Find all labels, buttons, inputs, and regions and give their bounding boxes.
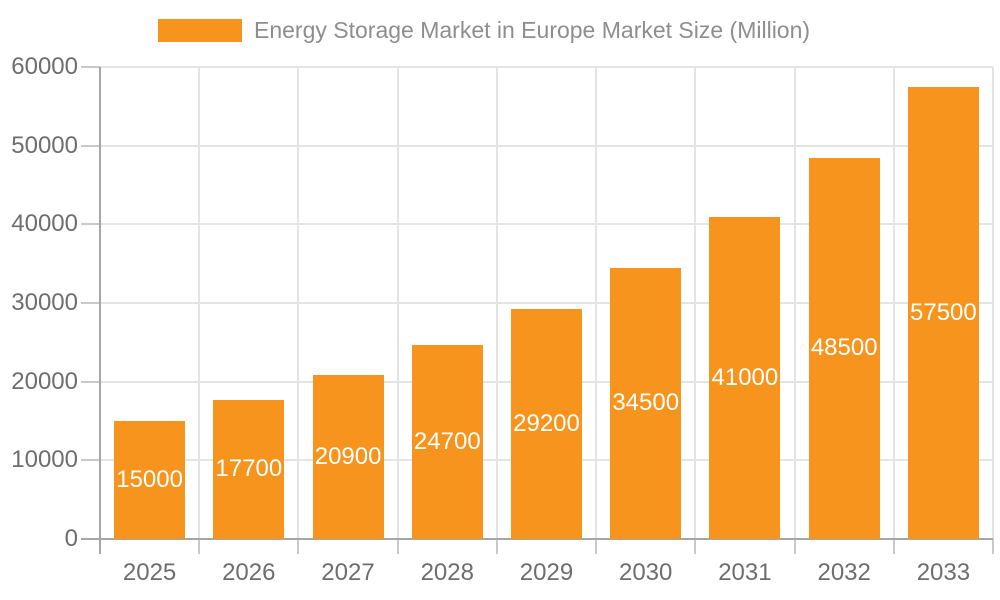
bar-value-label: 24700	[413, 427, 481, 455]
y-tick-label: 60000	[11, 53, 78, 80]
v-gridline	[595, 67, 598, 539]
y-tick-label: 40000	[11, 210, 78, 238]
x-tick-label: 2032	[817, 559, 871, 586]
v-gridline	[892, 67, 895, 539]
x-tick-label: 2025	[122, 559, 177, 586]
v-gridline	[992, 67, 994, 539]
y-tick-mark	[81, 223, 100, 226]
x-tick-mark	[595, 539, 598, 554]
x-tick-mark	[297, 539, 300, 554]
h-gridline	[100, 223, 993, 226]
x-tick-label: 2033	[916, 559, 971, 586]
y-tick-mark	[81, 459, 100, 462]
bar: 41000	[709, 216, 781, 539]
bar-value-label: 20900	[314, 442, 382, 470]
bar: 17700	[213, 399, 285, 539]
v-gridline	[495, 67, 498, 539]
y-axis-line	[99, 67, 101, 554]
y-tick-label: 50000	[11, 131, 78, 159]
x-tick-mark	[495, 539, 498, 554]
x-tick-label: 2029	[519, 559, 574, 586]
legend: Energy Storage Market in Europe Market S…	[158, 19, 810, 42]
v-gridline	[198, 67, 201, 539]
legend-swatch-icon	[158, 19, 242, 42]
x-tick-mark	[694, 539, 697, 554]
v-gridline	[297, 67, 300, 539]
y-tick-mark	[81, 66, 100, 68]
y-tick-label: 30000	[11, 289, 78, 316]
v-gridline	[694, 67, 697, 539]
x-tick-mark	[892, 539, 895, 554]
legend-label: Energy Storage Market in Europe Market S…	[254, 17, 811, 43]
y-tick-mark	[81, 302, 100, 304]
h-gridline	[100, 144, 993, 147]
bar-value-label: 34500	[612, 389, 680, 417]
bar: 57500	[907, 86, 979, 539]
x-tick-label: 2031	[718, 559, 772, 586]
v-gridline	[396, 67, 399, 539]
x-axis-line	[81, 538, 993, 540]
x-tick-label: 2030	[618, 559, 673, 586]
x-tick-mark	[793, 539, 796, 554]
x-tick-label: 2026	[222, 559, 276, 586]
bar-value-label: 17700	[215, 455, 283, 483]
y-tick-label: 20000	[11, 367, 78, 395]
bar: 24700	[411, 344, 483, 539]
bar-value-label: 29200	[513, 410, 580, 438]
bar-value-label: 48500	[810, 334, 878, 362]
h-gridline	[100, 302, 993, 304]
y-tick-mark	[81, 380, 100, 383]
bar: 20900	[312, 374, 384, 539]
bar-value-label: 41000	[711, 363, 779, 391]
bar: 15000	[114, 421, 186, 539]
y-tick-mark	[81, 144, 100, 147]
x-tick-mark	[198, 539, 201, 554]
bar-value-label: 57500	[910, 298, 977, 326]
h-gridline	[100, 66, 993, 68]
x-tick-label: 2027	[321, 559, 375, 586]
x-tick-mark	[396, 539, 399, 554]
y-tick-label: 0	[64, 525, 78, 552]
bar-value-label: 15000	[116, 466, 183, 493]
bar: 29200	[511, 309, 582, 539]
x-tick-label: 2028	[420, 559, 474, 586]
v-gridline	[793, 67, 796, 539]
bar: 34500	[610, 267, 682, 539]
y-tick-label: 10000	[11, 446, 78, 474]
x-tick-mark	[992, 539, 994, 554]
bar: 48500	[808, 157, 880, 539]
